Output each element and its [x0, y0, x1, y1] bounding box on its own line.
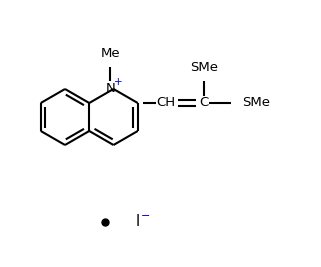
- Text: Me: Me: [101, 47, 120, 60]
- Text: CH: CH: [156, 96, 175, 109]
- Text: I: I: [136, 214, 140, 229]
- Text: C: C: [199, 96, 208, 109]
- Text: +: +: [114, 77, 123, 87]
- Text: SMe: SMe: [190, 61, 218, 74]
- Text: SMe: SMe: [242, 96, 270, 109]
- Text: −: −: [141, 211, 151, 221]
- Text: N: N: [106, 81, 115, 95]
